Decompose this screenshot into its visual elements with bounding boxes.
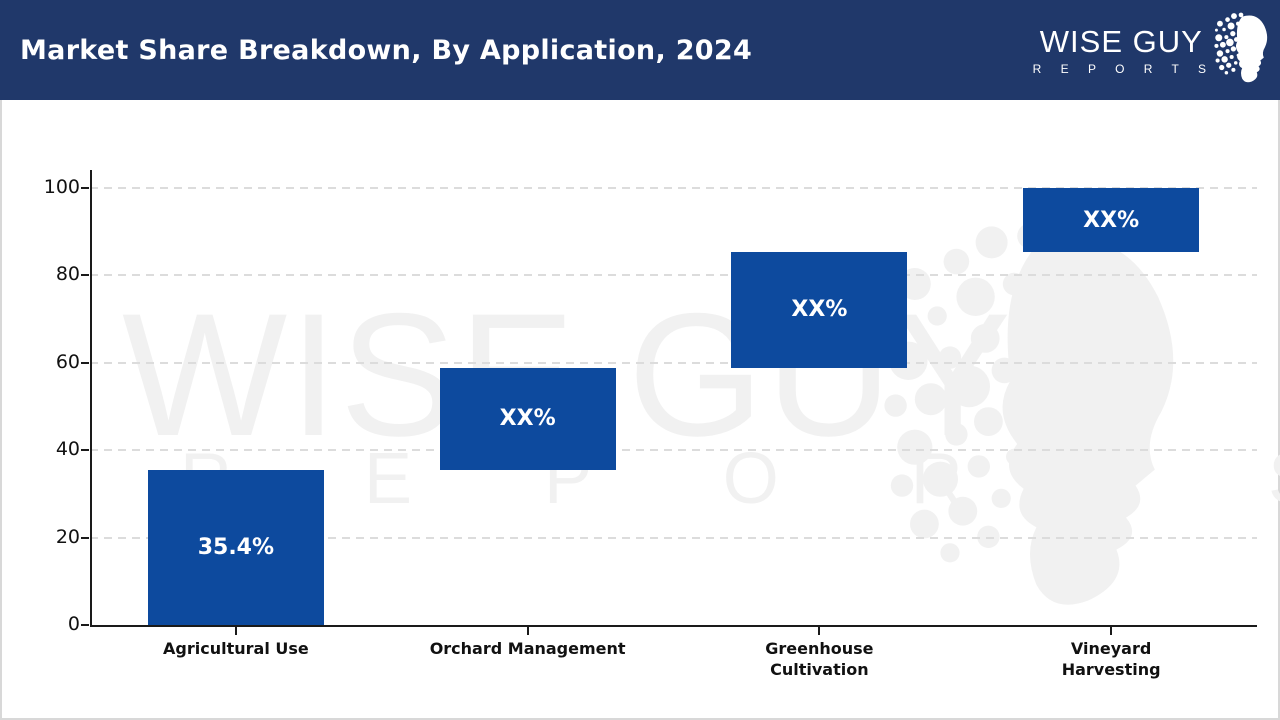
y-tick-label: 0 <box>67 613 80 635</box>
x-category-label: Orchard Management <box>429 639 626 658</box>
wise-guy-reports-logo: WISE GUY R E P O R T S <box>1022 10 1272 90</box>
y-gridline <box>90 449 1257 452</box>
logo-wordmark: WISE GUY <box>1039 24 1203 59</box>
y-tick-mark <box>81 449 89 452</box>
y-tick-label: 100 <box>43 176 80 198</box>
y-tick-mark <box>81 624 89 626</box>
dotted-head-profile-icon <box>1214 12 1268 83</box>
bar-value-label: XX% <box>1083 207 1140 233</box>
y-tick-mark <box>81 536 89 539</box>
header-bar: Market Share Breakdown, By Application, … <box>0 0 1280 100</box>
x-tick-mark <box>818 627 821 635</box>
page-title: Market Share Breakdown, By Application, … <box>20 34 753 66</box>
y-tick-mark <box>81 187 89 189</box>
y-gridline <box>90 187 1257 189</box>
y-tick-mark <box>81 361 89 364</box>
y-gridline <box>90 361 1257 364</box>
x-category-label: Vineyard Harvesting <box>1061 639 1161 679</box>
bar-value-label: 35.4% <box>197 535 275 561</box>
bar-segment: XX% <box>731 252 908 368</box>
bar-value-label: XX% <box>791 297 848 323</box>
x-tick-mark <box>234 627 237 635</box>
x-category-label: Agricultural Use <box>163 639 309 658</box>
y-gridline <box>90 536 1257 539</box>
bar-segment: XX% <box>1023 188 1200 253</box>
y-axis-line <box>90 170 92 627</box>
y-tick-label: 20 <box>55 525 80 548</box>
y-tick-label: 80 <box>55 263 80 286</box>
x-tick-mark <box>526 627 529 635</box>
bar-segment: 35.4% <box>147 470 324 625</box>
bar-value-label: XX% <box>499 406 556 432</box>
x-axis-line <box>90 625 1257 627</box>
y-tick-label: 60 <box>55 350 80 373</box>
chart-canvas: WISE GUY R E P O R T S 0 20 40 60 80 100 35.4%… <box>0 100 1280 720</box>
bar-segment: XX% <box>439 367 616 471</box>
y-gridline <box>90 274 1257 277</box>
waterfall-chart: 0 20 40 60 80 100 35.4% Agricultural Use XX% Orch… <box>2 100 1278 718</box>
x-category-label: Greenhouse Cultivation <box>765 639 874 679</box>
x-tick-mark <box>1110 627 1113 635</box>
y-tick-mark <box>81 274 89 277</box>
y-tick-label: 40 <box>55 438 80 461</box>
logo-text: WISE GUY R E P O R T S <box>1029 24 1214 76</box>
logo-subtext: R E P O R T S <box>1032 62 1214 76</box>
